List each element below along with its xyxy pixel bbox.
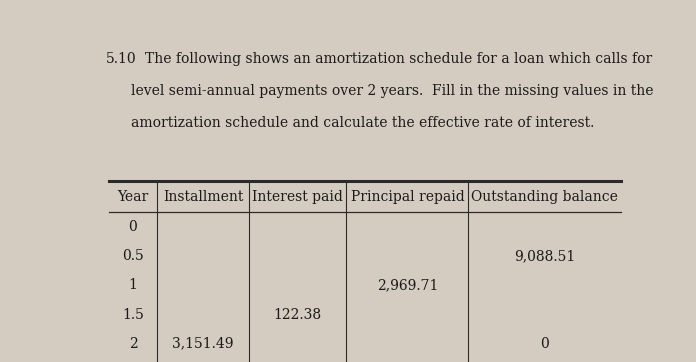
- Text: 2: 2: [129, 337, 137, 351]
- Text: amortization schedule and calculate the effective rate of interest.: amortization schedule and calculate the …: [132, 116, 594, 130]
- Text: Installment: Installment: [163, 190, 244, 205]
- Text: 5.10: 5.10: [106, 52, 136, 66]
- Text: level semi-annual payments over 2 years.  Fill in the missing values in the: level semi-annual payments over 2 years.…: [132, 84, 654, 98]
- Text: Principal repaid: Principal repaid: [351, 190, 464, 205]
- Text: The following shows an amortization schedule for a loan which calls for: The following shows an amortization sche…: [145, 52, 653, 66]
- Text: 1: 1: [129, 278, 137, 292]
- Text: 1.5: 1.5: [122, 307, 144, 321]
- Text: Year: Year: [118, 190, 149, 205]
- Text: Outstanding balance: Outstanding balance: [471, 190, 618, 205]
- Text: Interest paid: Interest paid: [252, 190, 343, 205]
- Text: 0: 0: [540, 337, 549, 351]
- Text: 2,969.71: 2,969.71: [377, 278, 438, 292]
- Text: 0.5: 0.5: [122, 249, 144, 263]
- Text: 9,088.51: 9,088.51: [514, 249, 576, 263]
- Text: 122.38: 122.38: [274, 307, 322, 321]
- Text: 0: 0: [129, 220, 137, 234]
- Text: 3,151.49: 3,151.49: [173, 337, 234, 351]
